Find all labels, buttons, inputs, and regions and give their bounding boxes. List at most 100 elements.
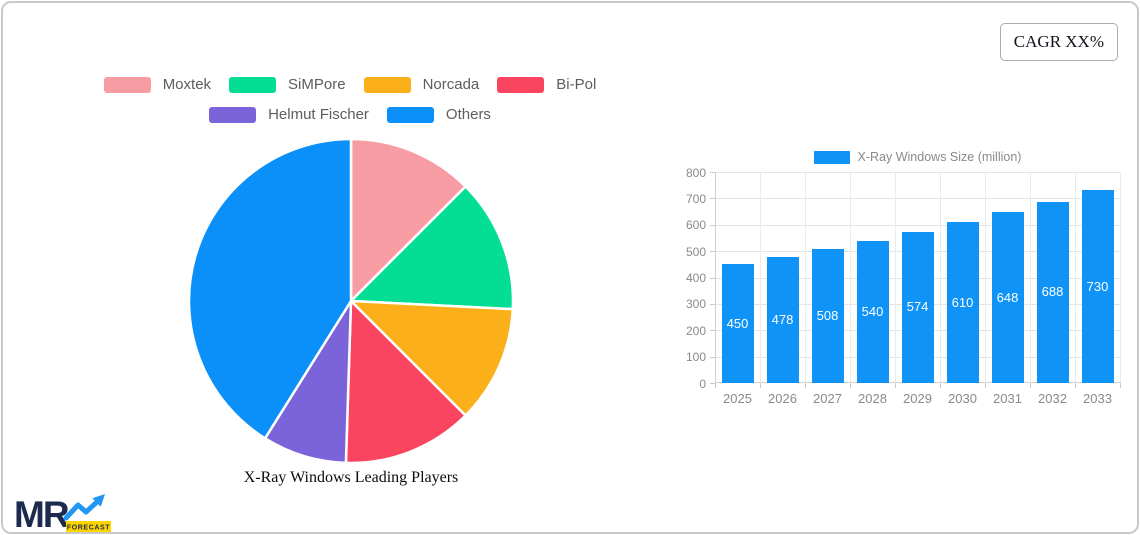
- bar-value-label: 688: [1041, 284, 1064, 300]
- bar-value-label: 730: [1086, 278, 1109, 294]
- y-axis-label: 300: [685, 297, 706, 312]
- legend-item-others[interactable]: Others: [386, 106, 491, 123]
- x-tick: [805, 383, 806, 388]
- x-axis-label: 2025: [723, 391, 752, 406]
- bar-legend[interactable]: X-Ray Windows Size (million): [715, 150, 1120, 164]
- pie-slice-simpore[interactable]: [349, 185, 515, 311]
- pie-chart: [187, 137, 515, 465]
- legend-label: Norcada: [422, 76, 480, 93]
- x-tick: [940, 383, 941, 388]
- legend-item-bi-pol[interactable]: Bi-Pol: [497, 76, 596, 93]
- v-gridline: [1075, 172, 1076, 383]
- x-tick: [715, 383, 716, 388]
- x-tick: [985, 383, 986, 388]
- v-gridline: [805, 172, 806, 383]
- pie-slice-moxtek[interactable]: [349, 137, 467, 303]
- h-gridline: [716, 224, 1121, 226]
- bar-2032[interactable]: [1036, 201, 1069, 383]
- pie-legend: Moxtek SiMPore Norcada Bi-Pol Helmut Fischer…: [40, 76, 660, 123]
- logo-forecast-text: FORECAST: [67, 525, 110, 532]
- y-axis-label: 0: [699, 376, 706, 391]
- y-axis-label: 400: [685, 271, 706, 285]
- x-tick: [850, 383, 851, 388]
- y-axis-label: 200: [685, 323, 706, 338]
- y-axis-label: 600: [685, 218, 706, 233]
- x-axis-label: 2029: [903, 391, 932, 406]
- bar-value-label: 540: [861, 303, 884, 319]
- h-gridline: [716, 198, 1121, 200]
- v-gridline: [1120, 172, 1121, 383]
- y-tick: [710, 383, 715, 384]
- logo-trend-arrow-icon: [63, 494, 105, 521]
- y-tick: [710, 303, 715, 305]
- bar-value-label: 478: [771, 311, 794, 327]
- bar-value-label: 574: [906, 299, 929, 315]
- y-axis-label: 100: [685, 350, 706, 365]
- x-axis-label: 2031: [993, 391, 1022, 406]
- bar-2027[interactable]: [811, 249, 844, 383]
- pie-chart-title: X-Ray Windows Leading Players: [243, 469, 459, 486]
- v-gridline: [760, 172, 761, 383]
- legend-item-moxtek[interactable]: Moxtek: [103, 76, 212, 93]
- x-axis-label: 2030: [948, 391, 977, 406]
- legend-label: Bi-Pol: [556, 76, 597, 93]
- bar-2028[interactable]: [856, 240, 889, 383]
- bar-value-label: 508: [816, 308, 839, 323]
- bar-chart-panel: X-Ray Windows Size (million) 0 100 200 300 4…: [649, 148, 1137, 414]
- pie-slice-bi-pol[interactable]: [344, 299, 467, 465]
- cagr-badge: CAGR XX%: [999, 23, 1118, 61]
- bar-value-label: 610: [951, 294, 974, 310]
- bar-legend-label: X-Ray Windows Size (million): [857, 150, 1022, 164]
- v-gridline: [895, 172, 896, 383]
- v-gridline: [850, 172, 851, 383]
- pie-slice-norcada[interactable]: [349, 299, 515, 417]
- pie-slice-others[interactable]: [187, 137, 353, 440]
- x-tick: [1120, 383, 1121, 388]
- legend-swatch-norcada: [363, 76, 411, 93]
- bar-legend-swatch: [813, 150, 850, 164]
- x-axis-label: 2032: [1038, 391, 1067, 406]
- y-axis-label: 700: [685, 191, 706, 206]
- legend-label: Others: [445, 106, 491, 123]
- bar-2031[interactable]: [991, 212, 1024, 383]
- bar-2030[interactable]: [946, 222, 979, 383]
- mr-forecast-logo: MR FORECAST: [16, 494, 111, 534]
- legend-swatch-helmut-fischer: [209, 106, 257, 123]
- y-tick: [710, 277, 715, 279]
- pie-slice-helmut-fischer[interactable]: [263, 299, 353, 465]
- y-axis-label: 800: [685, 165, 706, 180]
- y-tick: [710, 356, 715, 358]
- bar-value-label: 648: [996, 289, 1019, 305]
- legend-item-helmut-fischer[interactable]: Helmut Fischer: [209, 106, 369, 123]
- x-tick: [1075, 383, 1076, 388]
- x-tick: [1030, 383, 1031, 388]
- legend-label: Moxtek: [162, 76, 212, 93]
- bar-2026[interactable]: [766, 256, 799, 383]
- v-gridline: [985, 172, 986, 383]
- y-axis-label: 500: [685, 244, 706, 259]
- bar-2033[interactable]: [1081, 190, 1114, 383]
- bar-2029[interactable]: [901, 231, 934, 383]
- v-gridline: [940, 172, 941, 383]
- x-axis-label: 2033: [1083, 391, 1112, 406]
- x-axis-label: 2026: [768, 391, 797, 406]
- v-gridline: [1030, 172, 1031, 383]
- y-tick: [710, 251, 715, 253]
- logo-forecast-badge: [66, 521, 111, 532]
- bar-2025[interactable]: [721, 264, 754, 383]
- legend-label: Helmut Fischer: [268, 106, 369, 123]
- legend-label: SiMPore: [288, 76, 346, 93]
- logo-brand-text: MR: [16, 494, 69, 534]
- x-tick: [895, 383, 896, 388]
- y-tick: [710, 172, 715, 173]
- legend-swatch-moxtek: [103, 76, 151, 93]
- x-axis-label: 2028: [858, 391, 887, 406]
- legend-row: Helmut Fischer Others: [209, 106, 491, 123]
- h-gridline: [716, 172, 1121, 173]
- legend-swatch-bi-pol: [497, 76, 545, 93]
- y-tick: [710, 330, 715, 332]
- legend-row: Moxtek SiMPore Norcada Bi-Pol: [103, 76, 596, 93]
- legend-item-norcada[interactable]: Norcada: [363, 76, 480, 93]
- legend-item-simpore[interactable]: SiMPore: [229, 76, 346, 93]
